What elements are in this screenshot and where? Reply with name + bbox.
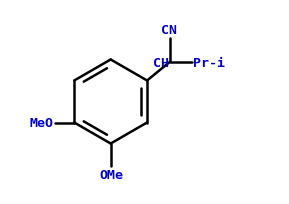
Text: CH: CH	[153, 56, 168, 69]
Text: OMe: OMe	[100, 168, 124, 181]
Text: MeO: MeO	[30, 116, 54, 129]
Text: Pr-i: Pr-i	[193, 56, 225, 69]
Text: CN: CN	[161, 24, 177, 37]
